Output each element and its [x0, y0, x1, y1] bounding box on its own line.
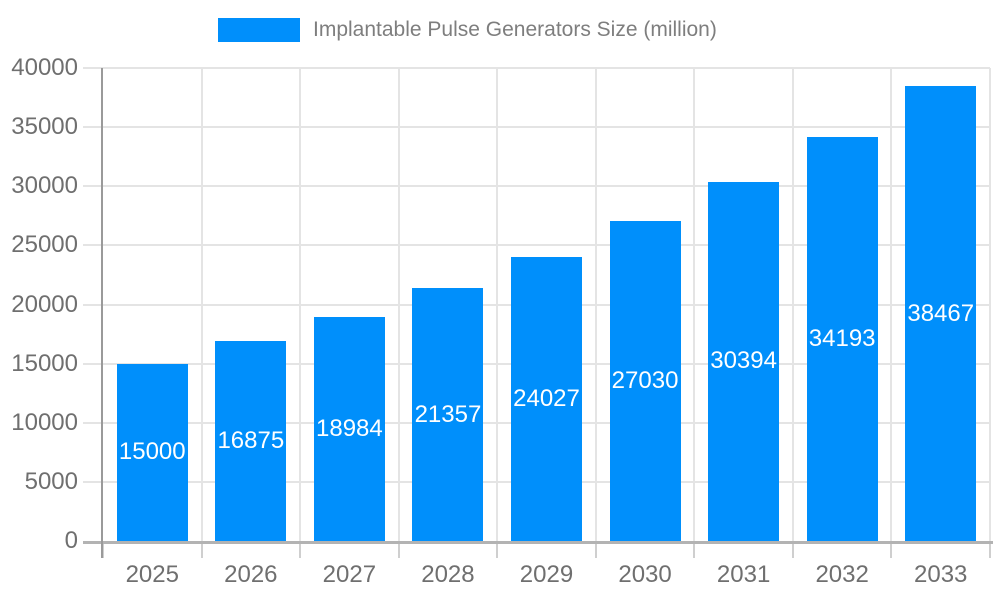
x-axis-label: 2026 [224, 561, 278, 588]
bar-value-label: 30394 [710, 347, 777, 375]
bar-value-label: 34193 [808, 324, 876, 352]
legend[interactable]: Implantable Pulse Generators Size (milli… [218, 18, 717, 42]
y-axis-label: 10000 [11, 408, 78, 436]
x-gridline [693, 68, 696, 541]
bar[interactable] [215, 341, 287, 541]
y-gridline [83, 244, 990, 247]
bar-value-label: 15000 [118, 438, 186, 466]
x-gridline [594, 68, 597, 541]
x-axis-tick [102, 541, 104, 558]
x-gridline [791, 68, 794, 541]
x-axis-line [83, 541, 993, 544]
y-axis-label: 0 [64, 527, 78, 554]
y-gridline [83, 185, 990, 188]
bar-value-label: 16875 [217, 427, 285, 455]
x-axis-tick [397, 541, 400, 558]
bar[interactable] [806, 136, 878, 541]
x-gridline [890, 68, 893, 541]
x-axis-tick [693, 541, 696, 558]
x-axis-label: 2025 [125, 561, 179, 588]
bar[interactable] [116, 363, 188, 541]
x-axis-tick [890, 541, 893, 558]
y-axis-label: 30000 [11, 172, 78, 200]
bar-value-label: 18984 [316, 414, 383, 442]
x-axis-label: 2027 [322, 561, 377, 588]
bar-value-label: 38467 [907, 299, 975, 327]
y-axis-line [101, 68, 103, 558]
y-gridline [83, 67, 990, 69]
x-gridline [299, 68, 302, 541]
x-gridline [397, 68, 400, 541]
bar[interactable] [412, 288, 484, 541]
x-axis-label: 2029 [519, 561, 574, 588]
bar-value-label: 24027 [513, 384, 580, 412]
bar[interactable] [708, 181, 780, 541]
x-axis-label: 2031 [716, 561, 771, 588]
x-axis-tick [299, 541, 302, 558]
x-gridline [989, 68, 991, 541]
y-axis-label: 40000 [11, 54, 78, 81]
y-gridline [83, 126, 990, 129]
x-axis-tick [496, 541, 499, 558]
x-axis-label: 2032 [815, 561, 869, 588]
y-axis-label: 5000 [24, 467, 78, 495]
y-axis-label: 15000 [11, 349, 78, 377]
bar-value-label: 27030 [611, 367, 679, 395]
bar[interactable] [313, 316, 385, 541]
y-axis-label: 25000 [11, 231, 78, 259]
bar[interactable] [609, 221, 681, 541]
legend-label: Implantable Pulse Generators Size (milli… [313, 18, 717, 41]
x-axis-label: 2028 [421, 561, 475, 588]
x-axis-tick [989, 541, 991, 558]
x-gridline [496, 68, 499, 541]
x-axis-label: 2033 [914, 561, 968, 588]
bar-value-label: 21357 [414, 400, 482, 428]
bar[interactable] [905, 86, 977, 541]
x-gridline [200, 68, 203, 541]
x-axis-tick [594, 541, 597, 558]
x-axis-label: 2030 [618, 561, 672, 588]
bar[interactable] [511, 256, 582, 541]
x-axis-tick [200, 541, 203, 558]
y-axis-label: 35000 [11, 113, 78, 141]
legend-swatch [218, 18, 300, 42]
x-axis-tick [791, 541, 794, 558]
y-axis-label: 20000 [11, 290, 78, 318]
